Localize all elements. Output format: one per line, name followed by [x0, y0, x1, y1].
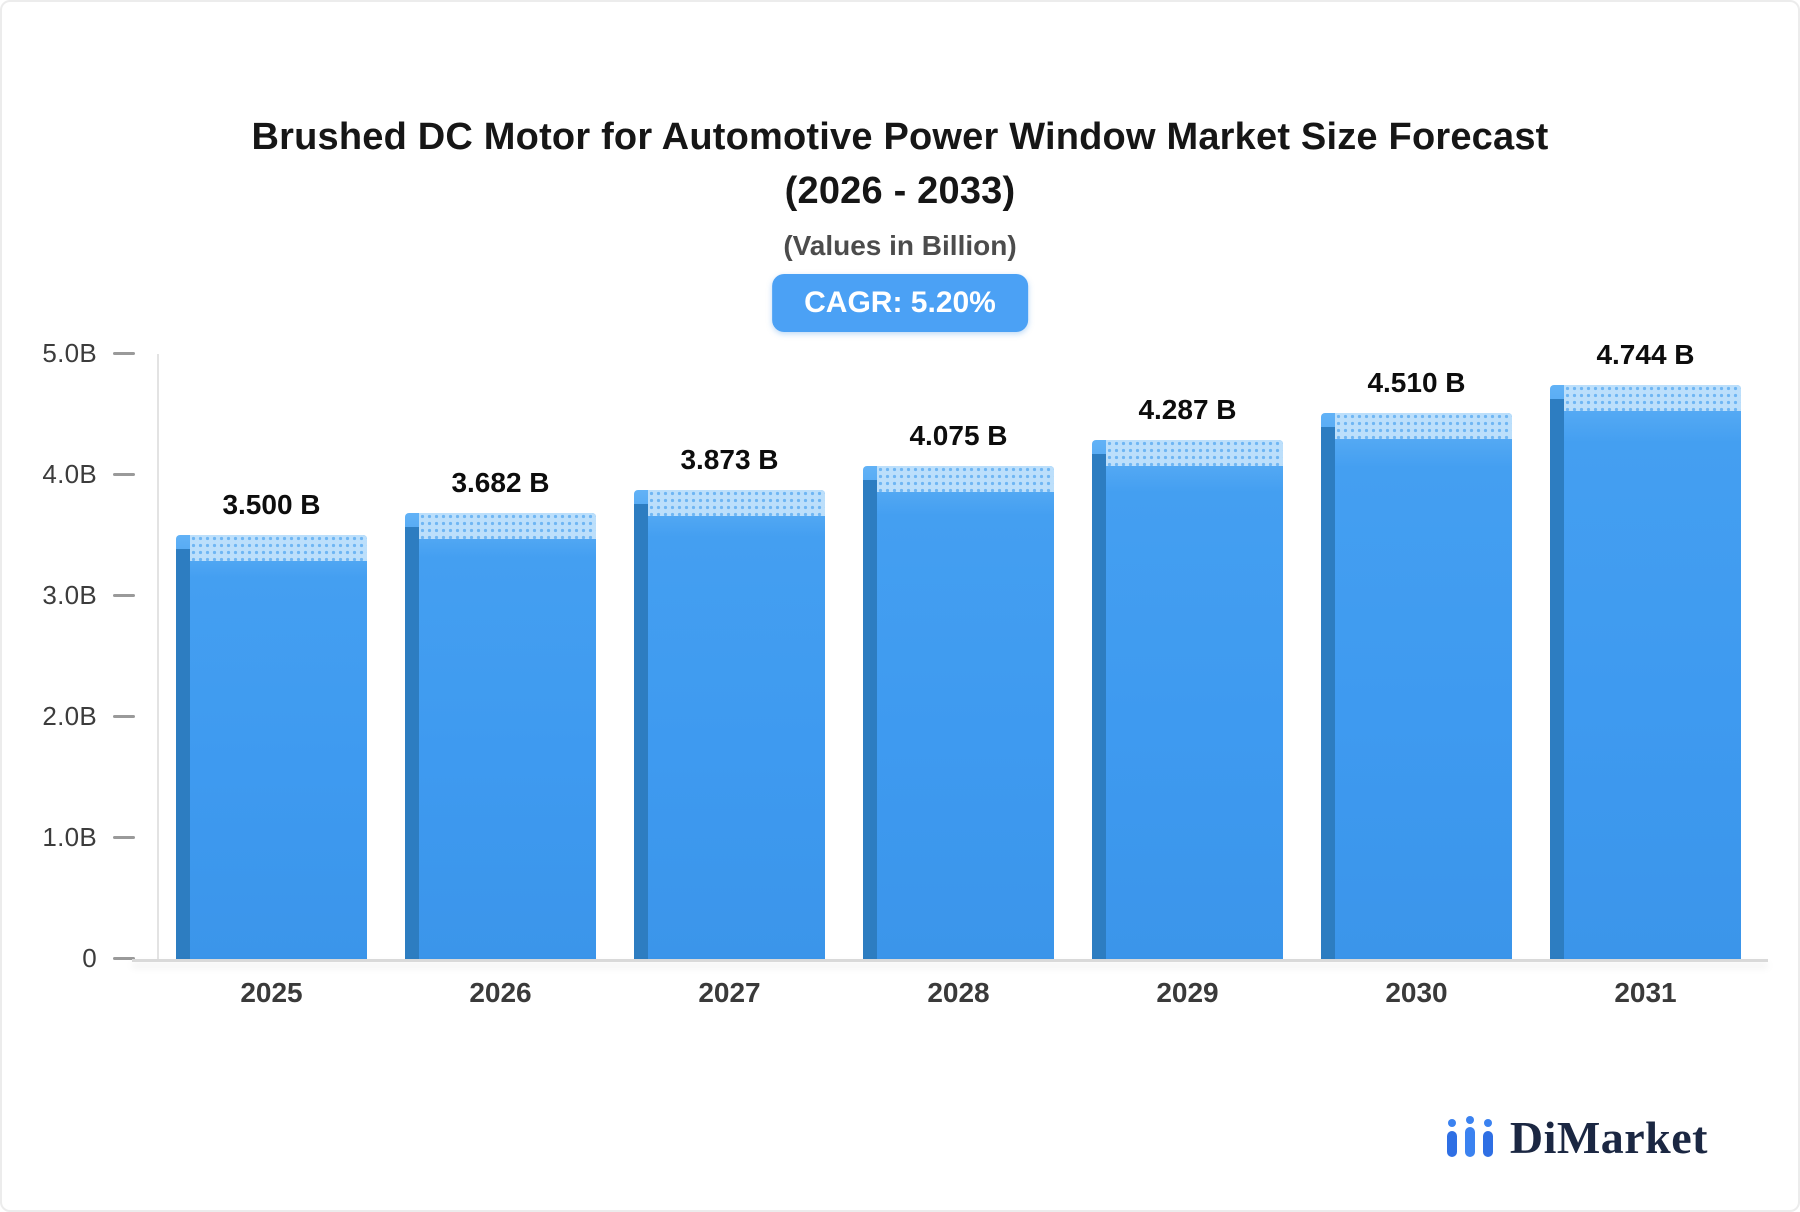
x-axis-label-2028: 2028 [927, 977, 990, 1008]
bar-value-label: 3.873 B [680, 444, 779, 475]
cagr-badge: CAGR: 5.20% [772, 274, 1028, 332]
bar-chart-logo-icon [1446, 1115, 1493, 1157]
bar-side-face [863, 480, 877, 959]
bar-top-face [419, 513, 596, 539]
y-tick-label: 4.0B [42, 459, 97, 489]
bar-value-label: 3.682 B [451, 467, 550, 498]
y-axis-ticks: 5.0B 4.0B 3.0B 2.0B 1.0B 0 [2, 338, 157, 973]
y-tick-label: 1.0B [42, 822, 97, 852]
x-axis-label-2026: 2026 [469, 977, 532, 1008]
bar-value-label: 4.510 B [1367, 367, 1466, 398]
bar-2028 [863, 466, 1054, 959]
y-tick-mark [113, 715, 135, 718]
brand-name: DiMarket [1509, 1112, 1708, 1163]
bar-top-face [190, 535, 367, 561]
bar-2030 [1321, 413, 1512, 959]
y-tick-label: 0 [82, 943, 97, 973]
chart-subtitle: (Values in Billion) [783, 230, 1017, 261]
x-axis-label-2030: 2030 [1385, 977, 1448, 1008]
x-axis-label-2027: 2027 [698, 977, 761, 1008]
bar-top-face [1106, 440, 1283, 466]
brand-logo: DiMarket [1444, 1111, 1708, 1164]
plot-area: 3.500 B 3.682 B 3.873 B 4.075 B 4.287 B 4.510… [157, 339, 1760, 959]
y-tick-label: 5.0B [42, 338, 97, 368]
bar-side-face [634, 504, 648, 959]
y-tick-label: 3.0B [42, 580, 97, 610]
bar-side-face [1321, 427, 1335, 959]
bar-value-label: 4.287 B [1138, 394, 1237, 425]
bar-side-face [1550, 399, 1564, 959]
bar-top-face [877, 466, 1054, 492]
x-axis-label-2031: 2031 [1614, 977, 1677, 1008]
y-tick-mark [113, 594, 135, 597]
bar-2029 [1092, 440, 1283, 959]
y-tick-mark [113, 836, 135, 839]
y-tick-label: 2.0B [42, 701, 97, 731]
bar-side-face [176, 549, 190, 959]
bar-value-label: 4.075 B [909, 420, 1008, 451]
bar-2026 [405, 513, 596, 959]
x-axis-line [132, 959, 1768, 962]
bar-2025 [176, 535, 367, 959]
y-tick-mark [113, 473, 135, 476]
bar-value-label: 3.500 B [222, 489, 321, 520]
y-tick-mark [113, 352, 135, 355]
bar-2031 [1550, 385, 1741, 959]
bar-2027 [634, 490, 825, 959]
bar-value-label: 4.744 B [1596, 339, 1695, 370]
bar-top-face [1564, 385, 1741, 411]
bar-top-face [648, 490, 825, 516]
bar-side-face [1092, 454, 1106, 959]
x-axis-label-2025: 2025 [240, 977, 303, 1008]
y-tick-mark [113, 957, 135, 960]
bar-top-face [1335, 413, 1512, 439]
bar-side-face [405, 527, 419, 959]
chart-title: Brushed DC Motor for Automotive Power Wi… [251, 116, 1549, 212]
x-axis-label-2029: 2029 [1156, 977, 1219, 1008]
y-axis-line [157, 354, 159, 959]
